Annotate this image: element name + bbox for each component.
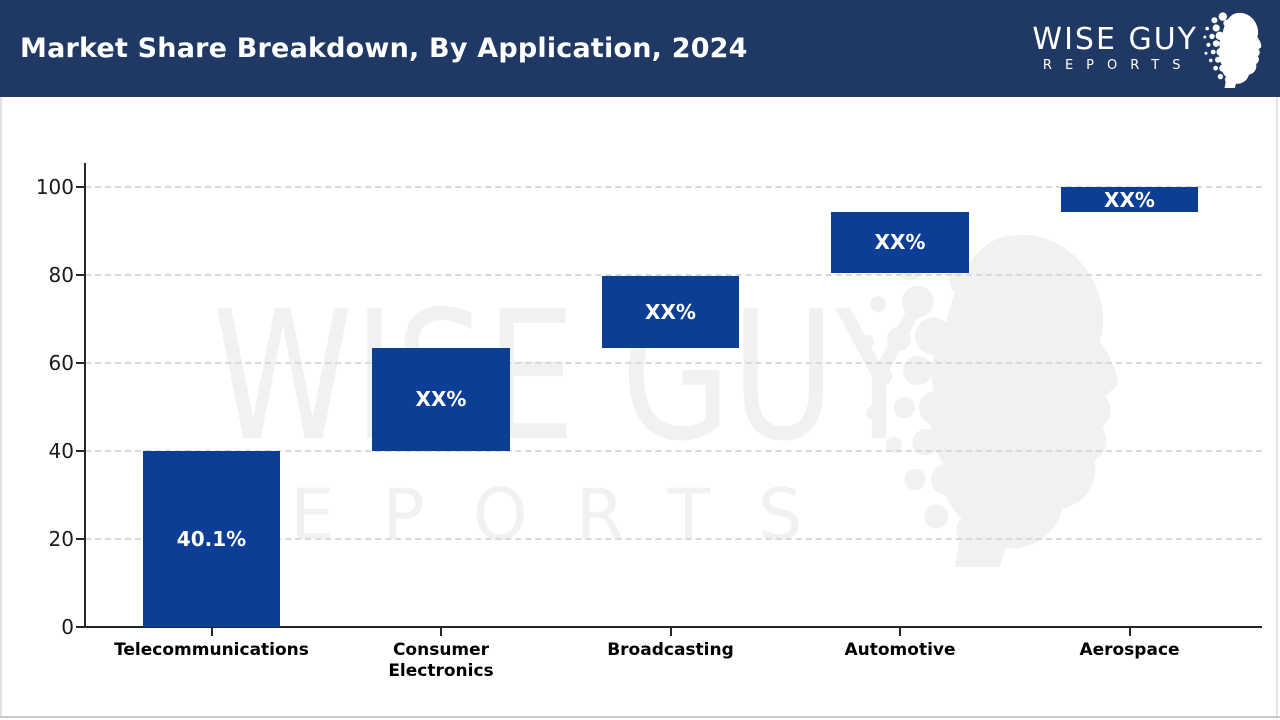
bar-value-label: XX% [645, 299, 696, 324]
logo-line1: WISE GUY [1032, 22, 1198, 57]
gridline [85, 450, 1262, 452]
logo-line2: REPORTS [1042, 58, 1194, 73]
x-tick-mark [669, 628, 672, 636]
category-label: Consumer Electronics [388, 640, 494, 682]
category-label: Broadcasting [607, 640, 734, 660]
bar-value-label: XX% [415, 387, 467, 412]
bar-aerospace: XX% [1060, 187, 1199, 213]
y-tick-mark [76, 450, 84, 452]
bar-telecommunications: 40.1% [142, 450, 281, 627]
y-tick-label: 60 [48, 351, 74, 375]
y-tick-mark [76, 186, 84, 188]
bar-consumer-electronics: XX% [372, 348, 510, 451]
y-tick-label: 80 [48, 263, 74, 287]
category-label: Aerospace [1079, 640, 1180, 660]
gridline [85, 274, 1262, 276]
x-axis-line [84, 626, 1262, 628]
y-tick-label: 0 [61, 615, 74, 639]
x-tick-mark [440, 628, 442, 636]
x-tick-mark [210, 628, 213, 636]
watermark-text: WISE GUY REPORTS [138, 273, 923, 551]
x-tick-mark [1128, 628, 1131, 636]
page-title: Market Share Breakdown, By Application, … [20, 33, 748, 64]
logo-head-icon [1203, 11, 1262, 88]
y-tick-label: 20 [48, 527, 74, 551]
footer-divider [0, 716, 1280, 718]
bar-value-label: XX% [1104, 187, 1155, 212]
logo-text: WISE GUY REPORTS [1032, 22, 1198, 73]
category-label: Automotive [844, 640, 956, 660]
gridline [85, 538, 1262, 540]
gridline [85, 362, 1262, 364]
y-tick-mark [76, 362, 84, 364]
y-tick-label: 40 [48, 439, 74, 463]
x-tick-mark [899, 628, 901, 636]
gridline [85, 186, 1262, 188]
bar-automotive: XX% [831, 212, 969, 273]
y-tick-mark [76, 538, 84, 540]
y-tick-mark [76, 626, 84, 628]
watermark-line1: WISE GUY [212, 273, 923, 480]
y-tick-label: 100 [35, 175, 74, 199]
header-bar: Market Share Breakdown, By Application, … [0, 0, 1280, 97]
y-tick-mark [76, 274, 84, 276]
y-axis-line [84, 162, 86, 628]
bar-value-label: 40.1% [176, 526, 247, 551]
wiseguy-logo: WISE GUY REPORTS [1032, 9, 1266, 89]
category-label: Telecommunications [114, 640, 309, 660]
bar-value-label: XX% [874, 230, 926, 255]
bar-broadcasting: XX% [601, 275, 740, 349]
